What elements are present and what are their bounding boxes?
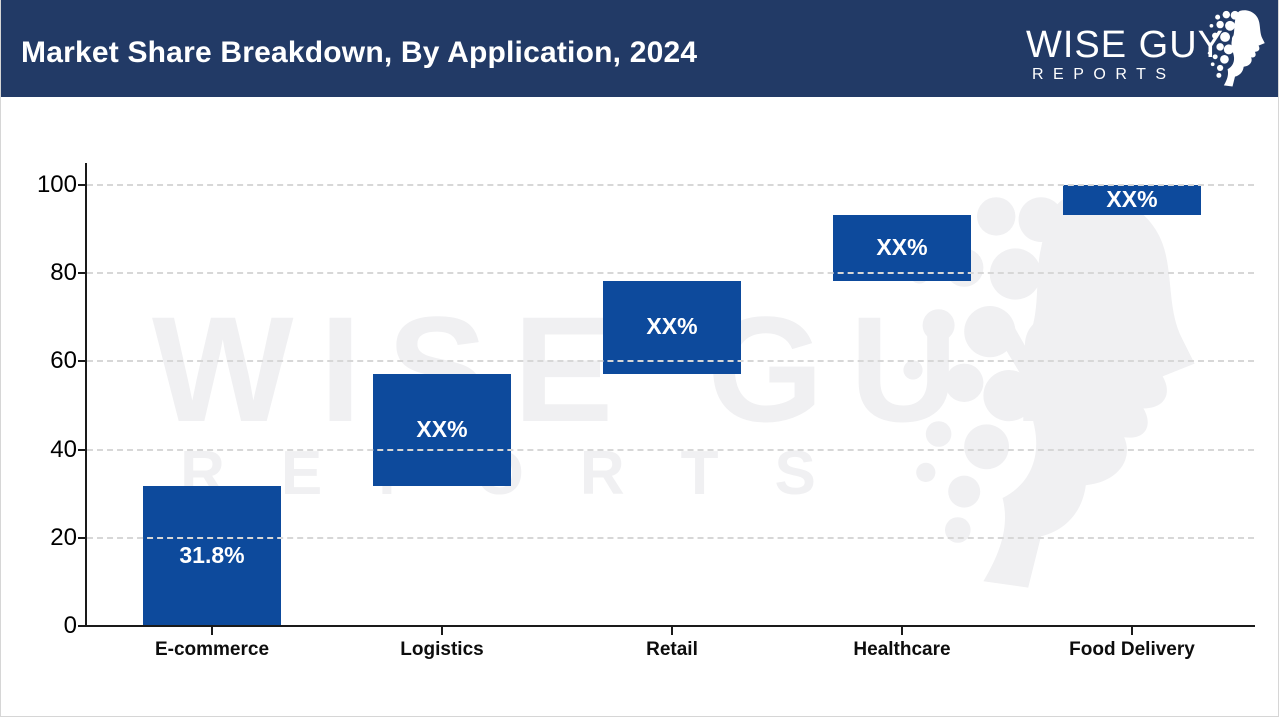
chart-title: Market Share Breakdown, By Application, … bbox=[21, 36, 698, 69]
bar-value-label: XX% bbox=[646, 313, 698, 340]
y-tick-label: 60 bbox=[50, 347, 77, 375]
x-tick-mark bbox=[671, 627, 673, 635]
y-tick-label: 0 bbox=[63, 612, 77, 639]
x-tick-mark bbox=[441, 627, 443, 635]
gridline bbox=[87, 448, 1254, 451]
x-tick-label: Food Delivery bbox=[1069, 639, 1195, 660]
waterfall-bar bbox=[833, 214, 971, 282]
logo-wordmark: WISE GUY bbox=[1026, 24, 1224, 66]
waterfall-bar bbox=[143, 485, 281, 626]
logo-reports-text: REPORTS bbox=[1032, 66, 1176, 83]
x-tick-label: Logistics bbox=[400, 639, 484, 660]
wiseguy-logo: WISE GUY REPORTS bbox=[1026, 10, 1265, 87]
x-tick-label: Retail bbox=[646, 639, 698, 660]
y-tick-mark bbox=[78, 272, 87, 275]
gridline bbox=[87, 536, 1254, 539]
y-axis-spine bbox=[85, 163, 87, 627]
y-tick-mark bbox=[78, 536, 87, 539]
x-tick-mark bbox=[211, 627, 213, 635]
bar-value-label: XX% bbox=[416, 415, 468, 442]
x-tick-label: Healthcare bbox=[853, 639, 951, 660]
waterfall-bar bbox=[373, 373, 511, 486]
waterfall-bar bbox=[1063, 185, 1201, 215]
waterfall-bar bbox=[603, 281, 741, 374]
x-tick-label: E-commerce bbox=[154, 639, 270, 660]
y-tick-mark bbox=[78, 360, 87, 363]
y-tick-mark bbox=[78, 625, 87, 627]
gridline bbox=[87, 184, 1254, 186]
x-tick-mark bbox=[901, 627, 903, 635]
y-tick-mark bbox=[78, 448, 87, 451]
y-tick-label: 80 bbox=[50, 259, 77, 287]
bar-value-label: XX% bbox=[876, 234, 928, 261]
y-tick-label: 100 bbox=[36, 171, 77, 198]
gridline bbox=[87, 272, 1254, 275]
header-bar: Market Share Breakdown, By Application, … bbox=[1, 0, 1278, 97]
gridline bbox=[87, 360, 1254, 363]
y-tick-mark bbox=[78, 184, 87, 186]
bar-value-label: XX% bbox=[1106, 185, 1158, 212]
y-tick-label: 20 bbox=[50, 523, 77, 551]
bar-value-label: 31.8% bbox=[179, 541, 245, 568]
y-tick-label: 40 bbox=[50, 435, 77, 463]
x-axis-spine bbox=[85, 625, 1255, 627]
x-tick-mark bbox=[1131, 627, 1133, 635]
